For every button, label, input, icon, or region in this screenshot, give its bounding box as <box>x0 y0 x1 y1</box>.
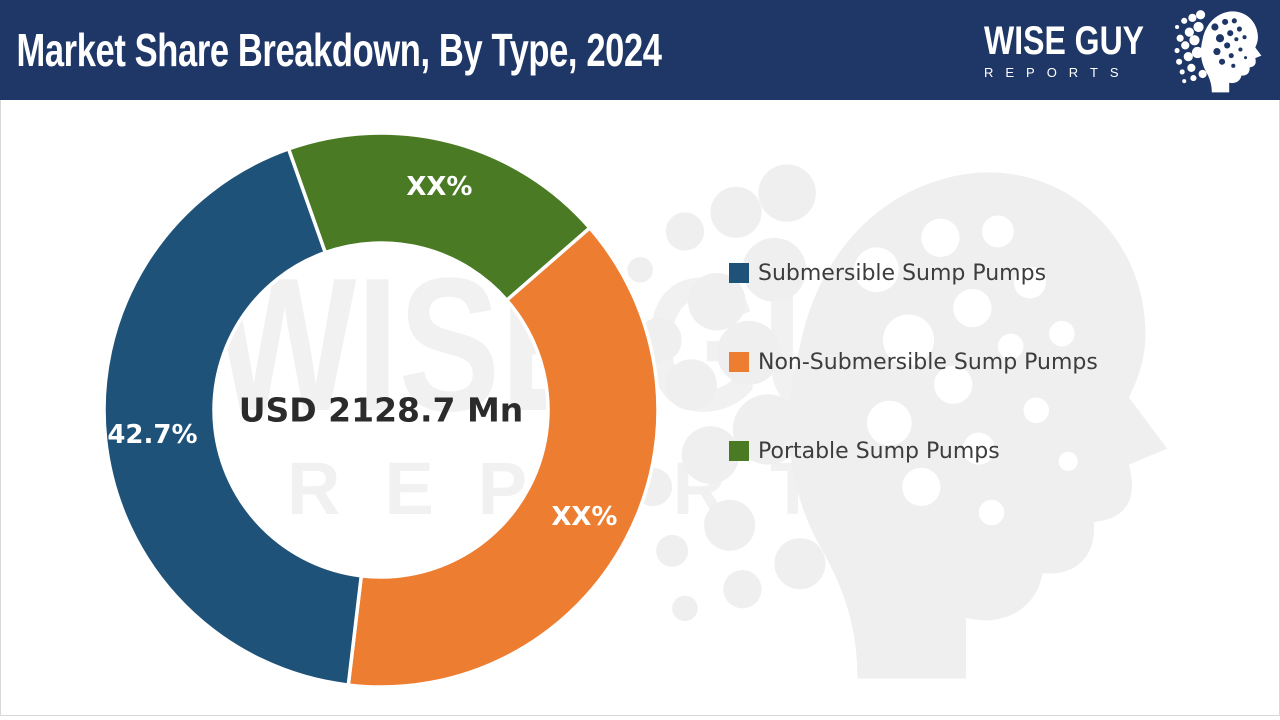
header-bar: Market Share Breakdown, By Type, 2024 WI… <box>0 0 1280 100</box>
legend-label: Submersible Sump Pumps <box>758 260 1047 286</box>
legend-label: Portable Sump Pumps <box>758 438 1000 464</box>
page-title: Market Share Breakdown, By Type, 2024 <box>16 24 662 76</box>
legend-label: Non-Submersible Sump Pumps <box>758 349 1098 375</box>
chart-area: WISE GUY REPORTS <box>0 100 1280 716</box>
chart-center-value: USD 2128.7 Mn <box>238 390 524 430</box>
donut-segment <box>286 131 592 302</box>
segment-percent-label: XX% <box>551 502 617 532</box>
logo-wordmark: WISE GUY <box>983 18 1144 63</box>
donut-chart: XX% XX% 42.7% <box>102 131 660 689</box>
legend-swatch-orange <box>729 352 749 372</box>
legend-item-portable: Portable Sump Pumps <box>729 437 1098 465</box>
legend-swatch-green <box>729 441 749 461</box>
donut-segment <box>102 147 364 687</box>
logo-head-icon <box>1174 10 1262 93</box>
legend-swatch-blue <box>729 263 749 283</box>
logo-subtitle: REPORTS <box>983 64 1131 80</box>
segment-percent-label: XX% <box>406 172 472 202</box>
donut-segment <box>346 226 660 689</box>
chart-legend: Submersible Sump Pumps Non-Submersible S… <box>729 259 1098 526</box>
segment-percent-label: 42.7% <box>107 420 197 450</box>
legend-item-submersible: Submersible Sump Pumps <box>729 259 1098 287</box>
logo-text: WISE GUY REPORTS <box>984 21 1184 80</box>
legend-item-non-submersible: Non-Submersible Sump Pumps <box>729 348 1098 376</box>
wise-guy-logo: WISE GUY REPORTS <box>984 6 1280 94</box>
